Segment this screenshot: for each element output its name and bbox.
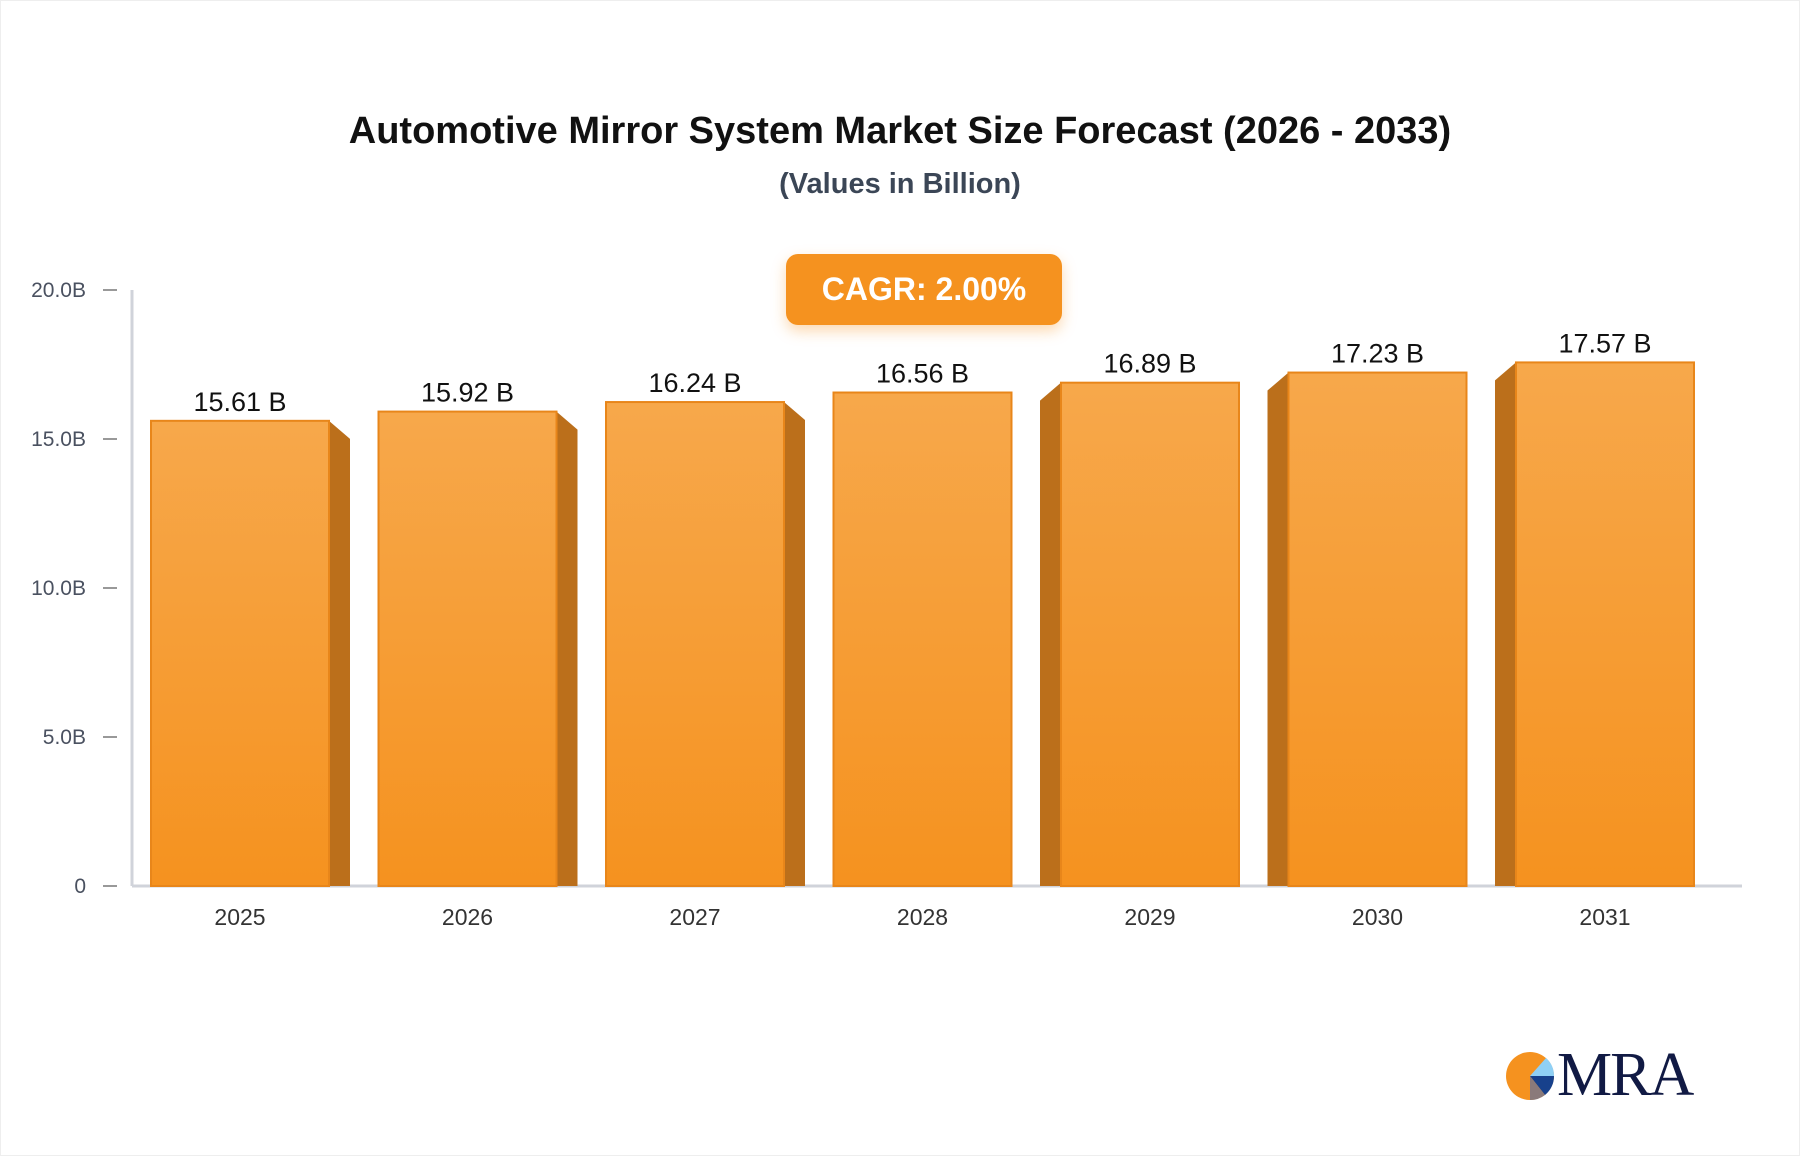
x-tick-label: 2025 — [214, 904, 265, 930]
bar — [1060, 381, 1240, 887]
chart-title: Automotive Mirror System Market Size For… — [348, 110, 1452, 152]
bar — [377, 410, 558, 887]
bar-side-face — [556, 411, 578, 886]
x-tick-label: 2031 — [1579, 904, 1630, 930]
mra-logo: MRA — [1505, 1040, 1694, 1111]
bar — [150, 419, 330, 887]
bar-side-face — [784, 402, 805, 886]
x-tick-label: 2027 — [669, 904, 720, 930]
chart-subtitle: (Values in Billion) — [779, 168, 1021, 200]
bar — [1515, 361, 1695, 887]
bar-side-face — [1495, 362, 1516, 886]
y-tick-label: 0 — [74, 875, 86, 898]
pie-logo-icon — [1506, 1051, 1555, 1100]
x-tick-label: 2026 — [442, 904, 493, 930]
logo-text: MRA — [1557, 1041, 1694, 1109]
data-label: 16.89 B — [1103, 349, 1196, 379]
data-label: 16.56 B — [876, 359, 969, 389]
bar-side-face — [329, 420, 350, 886]
data-label: 16.24 B — [648, 368, 741, 398]
data-label: 15.61 B — [193, 387, 286, 417]
y-tick-label: 20.0B — [31, 279, 86, 302]
x-tick-label: 2029 — [1124, 904, 1175, 930]
bar — [605, 401, 785, 887]
bar — [1287, 371, 1468, 887]
bar-side-face — [1267, 372, 1289, 886]
bar — [832, 391, 1013, 887]
y-tick-label: 5.0B — [43, 726, 86, 749]
data-label: 17.23 B — [1331, 339, 1424, 369]
y-tick-label: 15.0B — [31, 428, 86, 451]
x-tick-label: 2028 — [897, 904, 948, 930]
y-tick-label: 10.0B — [31, 577, 86, 600]
cagr-badge: CAGR: 2.00% — [786, 254, 1062, 325]
data-label: 17.57 B — [1558, 328, 1651, 358]
x-tick-label: 2030 — [1352, 904, 1403, 930]
bar-side-face — [1040, 382, 1061, 886]
data-label: 15.92 B — [421, 378, 514, 408]
